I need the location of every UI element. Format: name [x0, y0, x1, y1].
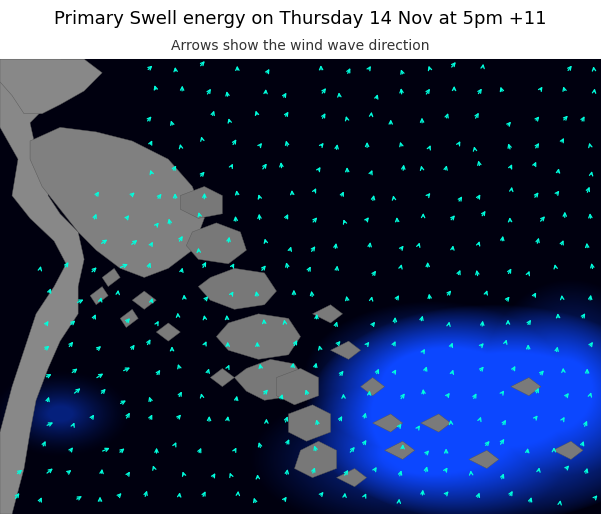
Polygon shape: [90, 287, 108, 305]
Polygon shape: [511, 377, 541, 396]
Polygon shape: [553, 441, 583, 460]
Polygon shape: [120, 309, 138, 327]
Polygon shape: [198, 268, 276, 309]
Polygon shape: [469, 450, 499, 469]
Text: Arrows show the wind wave direction: Arrows show the wind wave direction: [171, 39, 430, 53]
Polygon shape: [210, 369, 234, 387]
Polygon shape: [132, 291, 156, 309]
Polygon shape: [337, 469, 367, 487]
Polygon shape: [0, 59, 102, 114]
Polygon shape: [385, 441, 415, 460]
Polygon shape: [216, 314, 300, 359]
Polygon shape: [234, 359, 307, 400]
Polygon shape: [0, 59, 84, 514]
Polygon shape: [361, 377, 385, 396]
Polygon shape: [30, 127, 204, 278]
Polygon shape: [276, 369, 319, 405]
Polygon shape: [373, 414, 403, 432]
Text: Primary Swell energy on Thursday 14 Nov at 5pm +11: Primary Swell energy on Thursday 14 Nov …: [54, 10, 547, 28]
Polygon shape: [102, 268, 120, 287]
Polygon shape: [331, 341, 361, 359]
Polygon shape: [288, 405, 331, 441]
Polygon shape: [313, 305, 343, 323]
Polygon shape: [156, 323, 180, 341]
Polygon shape: [294, 441, 337, 478]
Polygon shape: [180, 187, 222, 218]
Polygon shape: [421, 414, 451, 432]
Polygon shape: [186, 223, 246, 264]
